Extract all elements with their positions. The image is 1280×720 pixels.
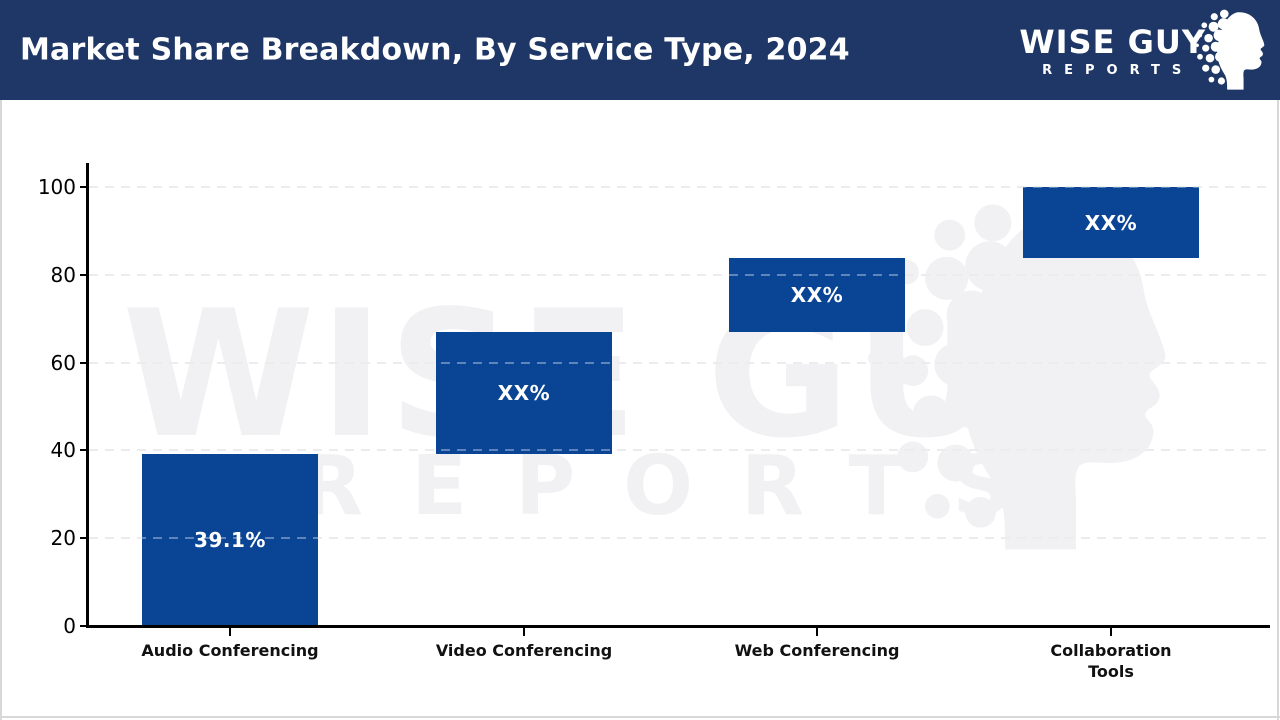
- page-border-bottom: [0, 716, 1280, 718]
- category-label: Collaboration Tools: [1050, 640, 1171, 682]
- header-bar: Market Share Breakdown, By Service Type,…: [0, 0, 1280, 100]
- bar-value-label: XX%: [497, 381, 551, 406]
- gridline-overlay-y40: [89, 449, 1270, 452]
- y-tick-mark: [80, 273, 87, 276]
- page-title: Market Share Breakdown, By Service Type,…: [20, 32, 850, 68]
- gridline-overlay-y100: [89, 186, 1270, 188]
- y-tick-mark: [80, 186, 87, 188]
- y-tick-label: 0: [63, 614, 76, 638]
- page-border-right: [1277, 100, 1279, 720]
- gridline-y80: [89, 273, 1270, 276]
- gridline-y20: [89, 537, 1270, 540]
- gridline-y100: [89, 186, 1270, 188]
- gridline-overlay-y20: [89, 537, 1270, 540]
- gridline-y40: [89, 449, 1270, 452]
- bar-2: [436, 331, 612, 455]
- page-border-left: [0, 100, 2, 720]
- category-label: Web Conferencing: [735, 640, 900, 661]
- x-tick-mark: [1110, 628, 1112, 636]
- x-axis-line: [86, 625, 1270, 628]
- y-tick-mark: [80, 537, 87, 540]
- bar-4: [1023, 187, 1199, 259]
- gridline-overlay-y60: [89, 361, 1270, 364]
- category-label-line: Video Conferencing: [435, 641, 613, 660]
- x-tick-mark: [816, 628, 818, 636]
- category-label-line: Audio Conferencing: [141, 641, 319, 660]
- category-label-line: Web Conferencing: [734, 641, 900, 660]
- gridline-overlay-y80: [89, 273, 1270, 276]
- y-tick-mark: [80, 625, 87, 627]
- y-axis-line: [86, 163, 89, 627]
- wiseguy-head-icon: [1195, 9, 1265, 90]
- category-label: Audio Conferencing: [141, 640, 318, 661]
- watermark-text-reports: REPORTS: [300, 439, 1060, 534]
- y-tick-label: 40: [50, 438, 76, 463]
- y-tick-label: 100: [37, 175, 76, 199]
- category-label-line: Tools: [1088, 662, 1134, 681]
- bar-value-label: XX%: [790, 282, 844, 307]
- gridline-y60: [89, 361, 1270, 364]
- wiseguy-logo: WISE GUY REPORTS: [1019, 8, 1270, 94]
- y-tick-mark: [80, 449, 87, 452]
- logo-wordmark: WISE GUY: [1019, 23, 1206, 61]
- bar-value-label: 39.1%: [194, 528, 266, 553]
- logo-subtitle: REPORTS: [1042, 63, 1194, 78]
- y-tick-label: 60: [50, 350, 76, 375]
- bar-3: [729, 258, 905, 332]
- bar-1: [142, 454, 318, 626]
- x-tick-mark: [523, 628, 525, 636]
- bar-value-label: XX%: [1084, 210, 1138, 235]
- x-tick-mark: [229, 628, 231, 636]
- y-tick-label: 80: [50, 262, 76, 287]
- y-tick-label: 20: [50, 526, 76, 551]
- y-tick-mark: [80, 361, 87, 364]
- category-label: Video Conferencing: [436, 640, 612, 661]
- category-label-line: Collaboration: [1050, 641, 1172, 660]
